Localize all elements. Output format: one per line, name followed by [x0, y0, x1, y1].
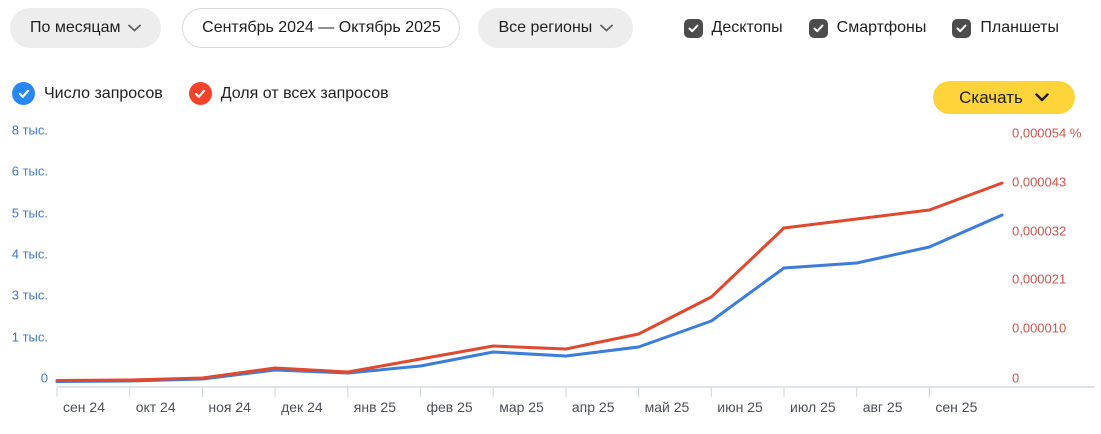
x-axis-tick-label: май 25	[644, 399, 690, 415]
left-axis-tick-label: 5 тыс.	[11, 205, 48, 221]
download-button[interactable]: Скачать	[933, 81, 1075, 114]
legend-check-icon	[188, 82, 212, 105]
granularity-label: По месяцам	[30, 19, 121, 36]
device-filters: Десктопы Смартфоны Планшеты	[683, 18, 1059, 38]
right-axis-tick-label: 0,000021	[1012, 271, 1067, 287]
x-axis-tick-label: апр 25	[571, 399, 615, 415]
date-range-value: Сентябрь 2024 — Октябрь 2025	[202, 19, 441, 36]
region-dropdown[interactable]: Все регионы	[478, 8, 634, 48]
legend-label: Число запросов	[44, 84, 163, 102]
right-axis-tick-label: 0,000043	[1012, 174, 1067, 190]
device-checkbox-tablets[interactable]: Планшеты	[952, 18, 1059, 38]
left-axis-tick-label: 3 тыс.	[11, 287, 48, 303]
legend-item-queries[interactable]: Число запросов	[12, 82, 163, 105]
device-label: Десктопы	[711, 19, 783, 36]
checkbox-checked-icon	[808, 18, 828, 38]
x-axis-tick-label: сен 24	[63, 399, 105, 415]
checkbox-checked-icon	[683, 18, 703, 38]
chart-plot-svg	[55, 181, 1095, 397]
chevron-down-icon	[128, 24, 142, 32]
x-axis-tick-label: сен 25	[935, 399, 978, 415]
legend-item-share[interactable]: Доля от всех запросов	[188, 82, 389, 105]
chart-legend: Число запросов Доля от всех запросов	[12, 82, 389, 105]
legend-check-icon	[12, 82, 35, 105]
chevron-down-icon	[600, 24, 614, 32]
x-axis-tick-label: дек 24	[281, 399, 323, 415]
line-series-0	[55, 213, 1004, 383]
device-label: Планшеты	[980, 19, 1059, 36]
granularity-dropdown[interactable]: По месяцам	[10, 8, 162, 48]
line-series-1	[55, 181, 1004, 382]
legend-row: Число запросов Доля от всех запросов Ска…	[0, 78, 1101, 118]
checkbox-checked-icon	[952, 18, 972, 38]
download-label: Скачать	[959, 87, 1023, 107]
x-axis-tick-label: фев 25	[426, 399, 473, 415]
left-axis-tick-label: 6 тыс.	[11, 163, 48, 179]
date-range-picker[interactable]: Сентябрь 2024 — Октябрь 2025	[182, 8, 461, 48]
chart-area: 8 тыс. 6 тыс. 5 тыс. 4 тыс. 3 тыс. 1 тыс. 0 0,…	[0, 118, 1101, 434]
device-checkbox-desktops[interactable]: Десктопы	[683, 18, 783, 38]
x-axis-tick-label: янв 25	[353, 399, 397, 415]
left-axis-tick-label: 0	[40, 370, 48, 386]
right-axis-tick-label: 0,000054 %	[1012, 125, 1082, 141]
right-axis-tick-label: 0,000032	[1012, 223, 1067, 238]
x-axis-tick-label: авг 25	[862, 399, 903, 415]
chevron-down-icon	[1035, 93, 1049, 102]
legend-label: Доля от всех запросов	[220, 84, 389, 102]
x-axis-tick-label: мар 25	[499, 399, 544, 415]
device-checkbox-smartphones[interactable]: Смартфоны	[808, 18, 927, 38]
left-axis-tick-label: 4 тыс.	[11, 246, 48, 262]
device-label: Смартфоны	[836, 19, 927, 36]
region-label: Все регионы	[498, 19, 593, 36]
right-axis-tick-label: 0	[1012, 370, 1020, 386]
x-axis-tick-label: окт 24	[135, 399, 176, 415]
x-axis-tick-label: июн 25	[717, 399, 763, 415]
x-axis-tick-label: июл 25	[790, 399, 836, 415]
toolbar: По месяцам Сентябрь 2024 — Октябрь 2025 …	[0, 8, 1101, 48]
left-axis-tick-label: 8 тыс.	[11, 122, 48, 138]
right-axis-tick-label: 0,000010	[1012, 320, 1067, 335]
x-axis-tick-label: ноя 24	[208, 399, 251, 415]
left-axis-tick-label: 1 тыс.	[11, 329, 48, 345]
